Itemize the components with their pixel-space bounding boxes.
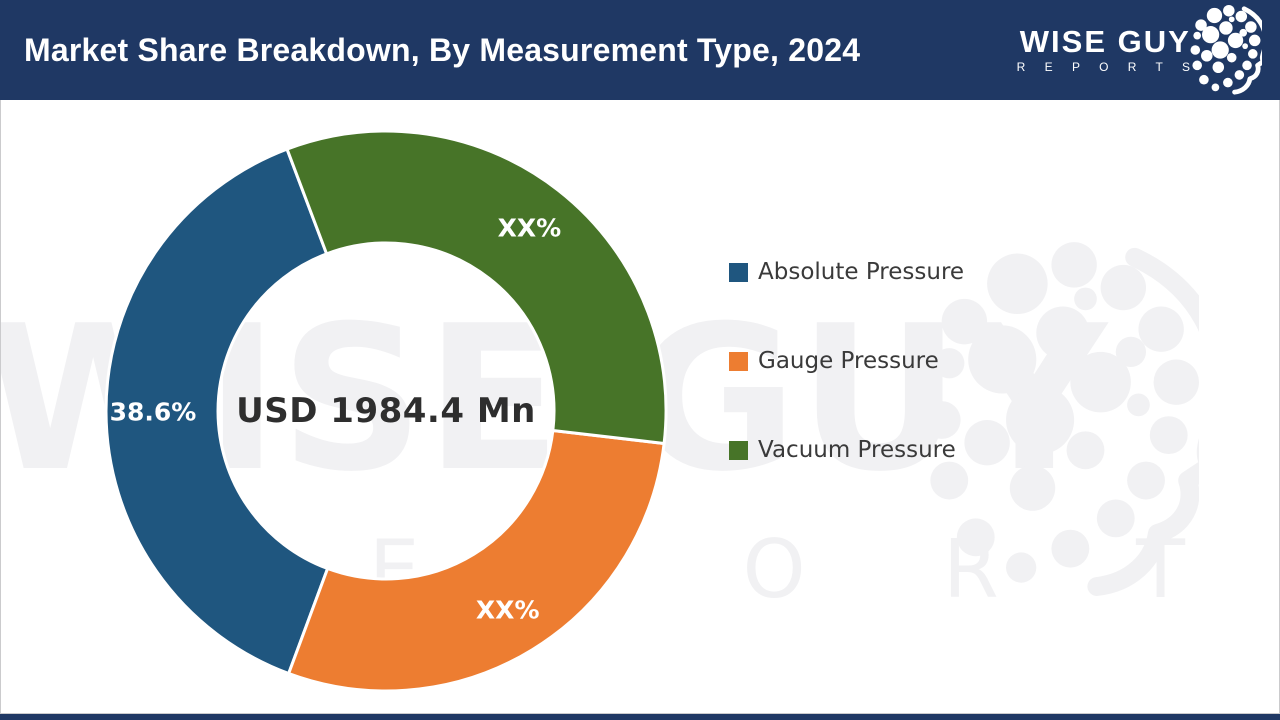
brand-subname: R E P O R T S	[1016, 59, 1198, 74]
legend-swatch-icon	[729, 351, 748, 371]
legend-label: Absolute Pressure	[758, 259, 965, 285]
donut-chart: 38.6% XX% XX%	[104, 129, 668, 693]
brand-name: WISE GUY	[1019, 24, 1191, 60]
brand-logo: WISE GUY R E P O R T S	[1013, 4, 1262, 96]
pie-slice-absolute-pressure	[104, 147, 330, 676]
legend-item-absolute-pressure: Absolute Pressure	[729, 258, 964, 286]
legend-label: Gauge Pressure	[758, 348, 939, 374]
pie-slice-gauge-pressure	[287, 428, 666, 693]
legend-item-gauge-pressure: Gauge Pressure	[729, 347, 964, 375]
legend-swatch-icon	[729, 440, 748, 460]
brand-logo-text: WISE GUY R E P O R T S	[1013, 26, 1198, 74]
slice-label: XX%	[498, 213, 562, 242]
legend-label: Vacuum Pressure	[758, 437, 956, 463]
page-title: Market Share Breakdown, By Measurement T…	[24, 31, 861, 68]
chart-canvas: WISE GUY R E P O R T S 38.6%XX%XX% USD 1…	[0, 100, 1280, 714]
brand-face-icon	[1190, 4, 1262, 95]
footer-bar	[0, 714, 1280, 720]
legend-item-vacuum-pressure: Vacuum Pressure	[729, 436, 964, 464]
chart-center-total: USD 1984.4 Mn	[236, 391, 536, 431]
header-bar: Market Share Breakdown, By Measurement T…	[0, 0, 1280, 100]
slice-label: XX%	[476, 596, 540, 625]
pie-slice-vacuum-pressure	[285, 129, 668, 445]
legend-swatch-icon	[729, 262, 748, 282]
slice-label: 38.6%	[110, 398, 197, 427]
chart-legend: Absolute Pressure Gauge Pressure Vacuum …	[729, 258, 964, 464]
watermark-face-icon	[922, 242, 1199, 596]
